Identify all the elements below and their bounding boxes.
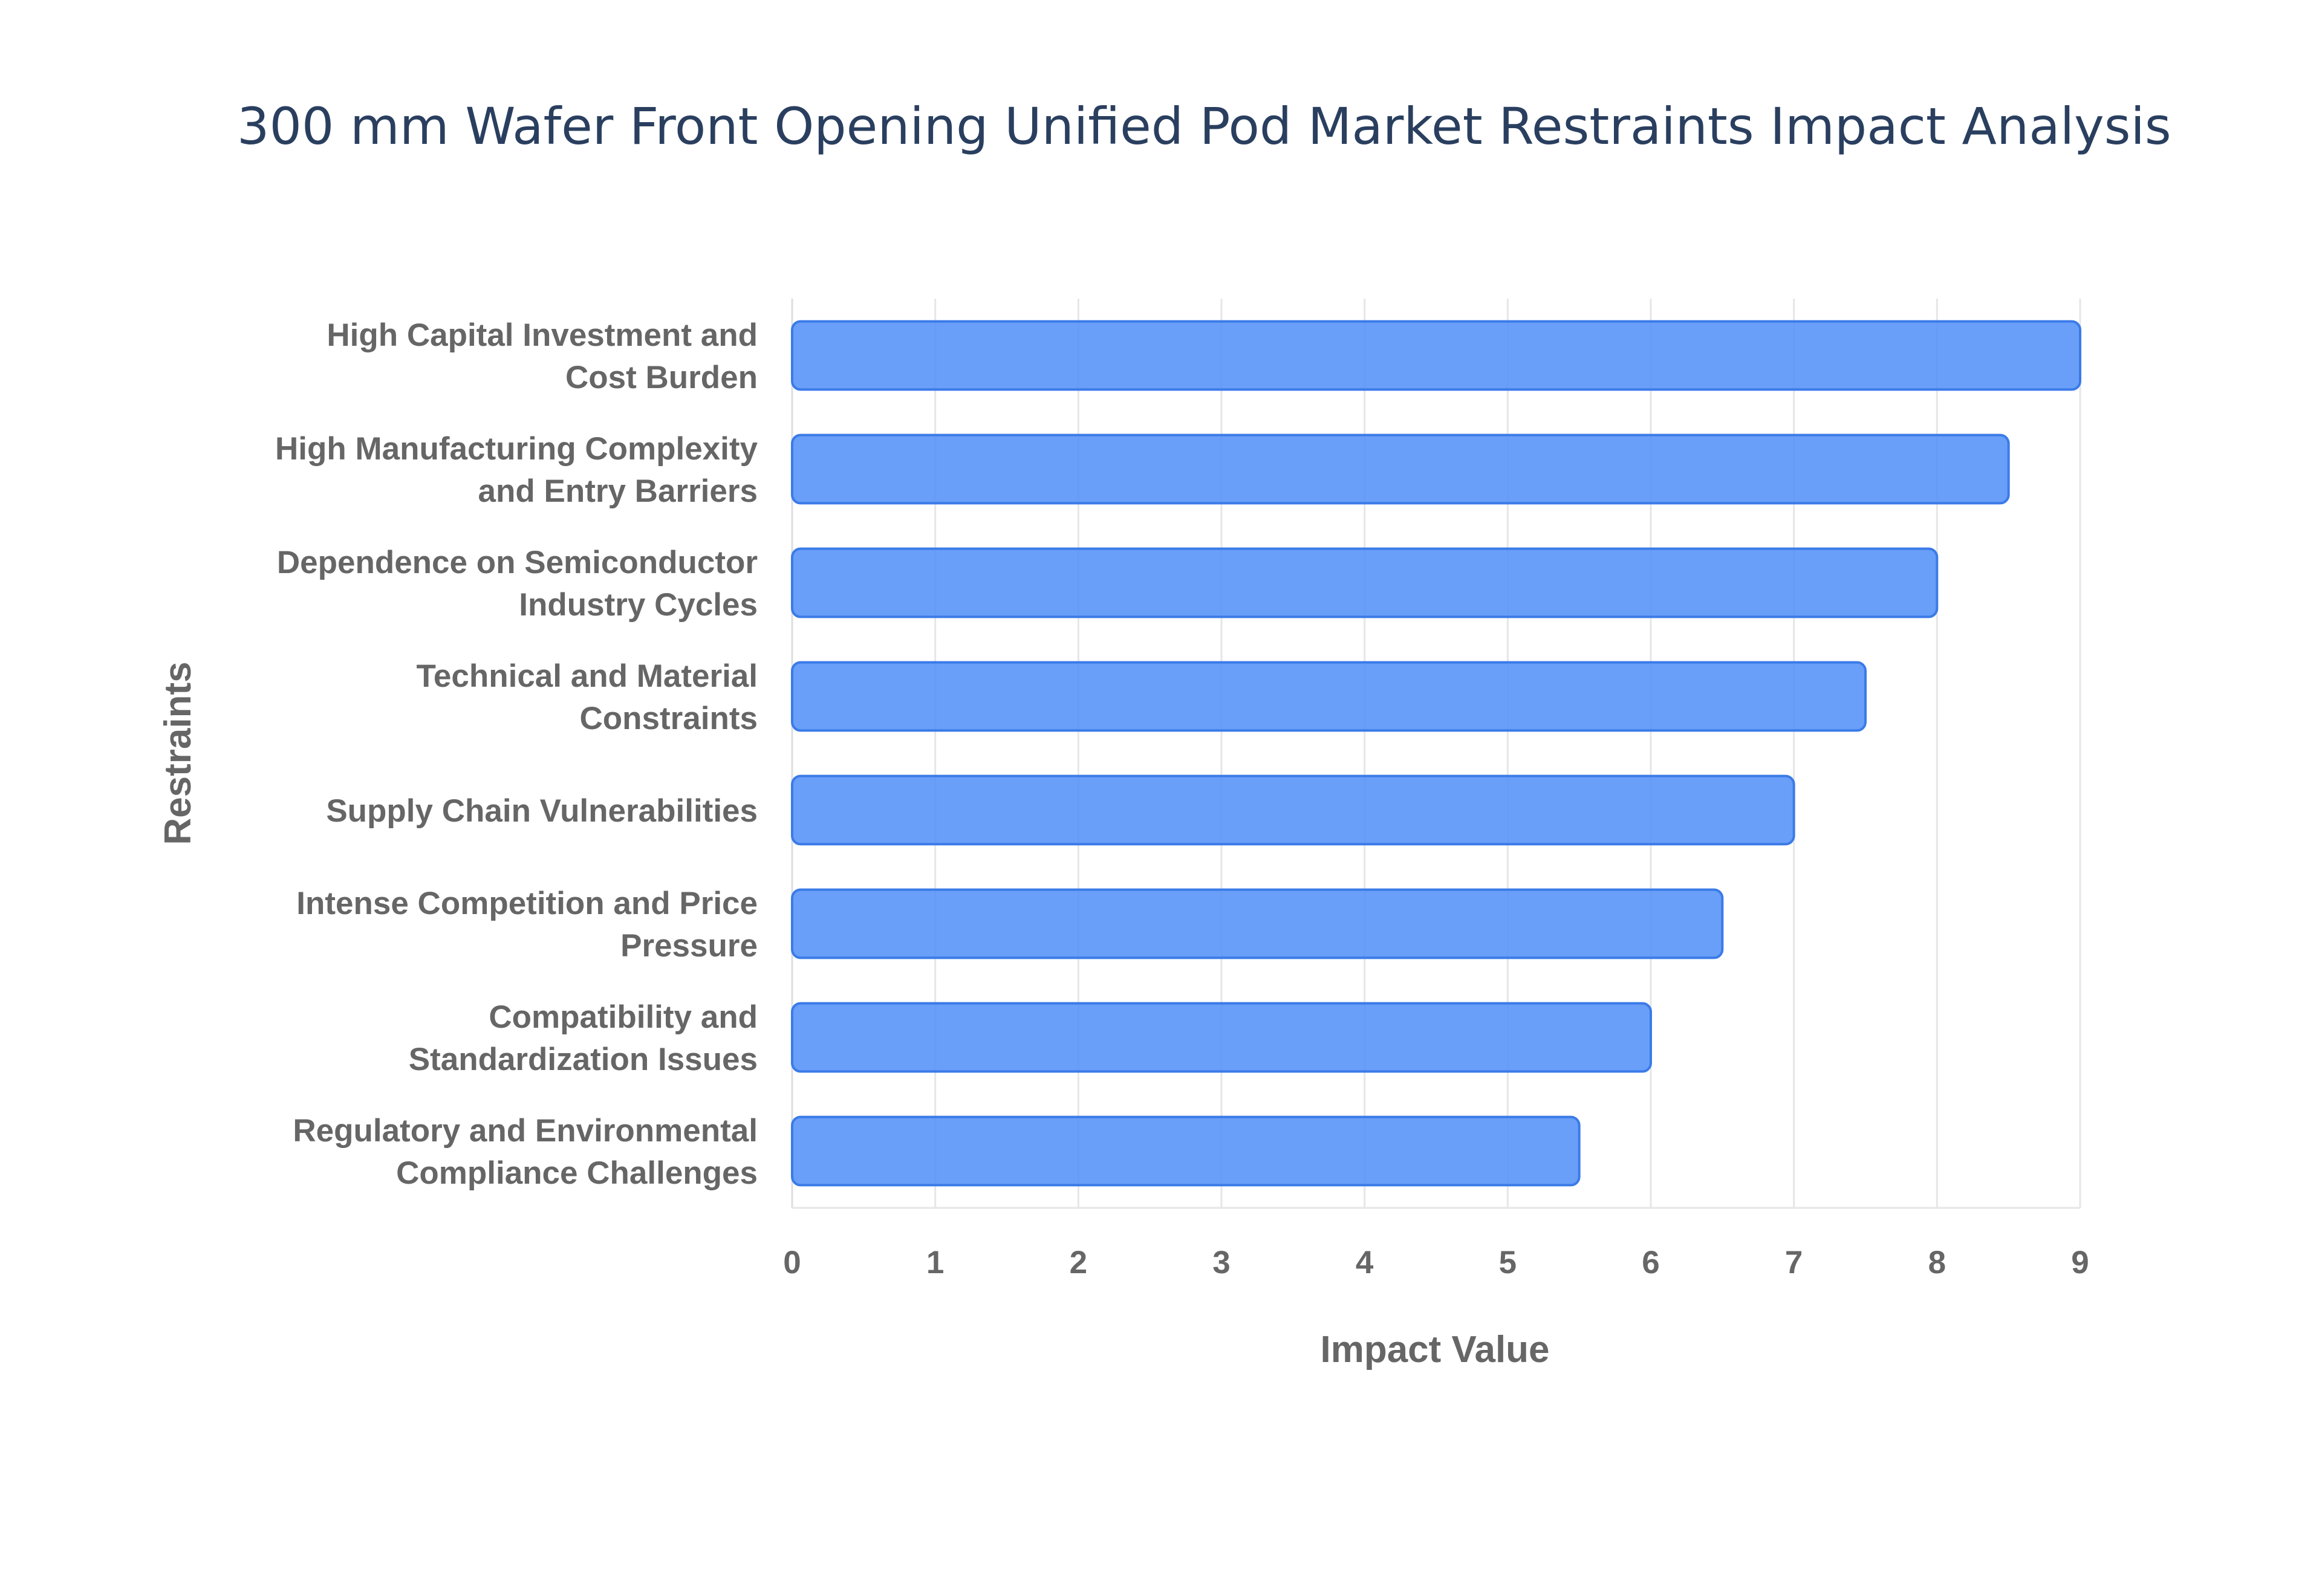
x-tick-label: 0 — [783, 1245, 801, 1280]
y-tick-label: Compatibility and Standardization Issues — [409, 999, 758, 1077]
x-axis-tick-labels: 0 1 2 3 4 5 6 7 8 9 — [783, 1245, 2089, 1280]
x-tick-label: 5 — [1499, 1245, 1517, 1280]
x-tick-label: 4 — [1356, 1245, 1374, 1280]
bars — [791, 320, 2081, 1187]
x-tick-label: 3 — [1212, 1245, 1230, 1280]
x-tick-label: 9 — [2071, 1245, 2089, 1280]
bar — [791, 433, 2010, 505]
y-tick-label: Technical and Material Constraints — [416, 658, 758, 736]
bar — [791, 888, 1724, 959]
y-tick-label: Regulatory and Environmental Compliance C… — [293, 1113, 758, 1191]
y-tick-label: Intense Competition and Price Pressure — [296, 886, 758, 964]
y-tick-label: Dependence on Semiconductor Industry Cycl… — [277, 545, 758, 623]
bar — [791, 547, 1939, 618]
y-tick-label: High Manufacturing Complexity and Entry B… — [275, 431, 758, 509]
bar — [791, 320, 2081, 391]
y-tick-label: High Capital Investment and Cost Burden — [327, 317, 758, 395]
x-tick-label: 2 — [1070, 1245, 1087, 1280]
x-tick-label: 7 — [1785, 1245, 1803, 1280]
bar — [791, 1115, 1581, 1187]
bar — [791, 774, 1795, 846]
chart-title: 300 mm Wafer Front Opening Unified Pod M… — [237, 97, 2171, 156]
bar — [791, 1002, 1652, 1073]
x-tick-label: 1 — [926, 1245, 944, 1280]
y-axis-title: Restraints — [157, 661, 199, 845]
bar — [791, 661, 1867, 732]
x-tick-label: 6 — [1642, 1245, 1659, 1280]
x-axis-title: Impact Value — [1320, 1329, 1549, 1371]
y-axis-tick-labels: High Capital Investment and Cost Burden Hi… — [275, 317, 758, 1191]
y-tick-label: Supply Chain Vulnerabilities — [326, 793, 758, 829]
x-tick-label: 8 — [1928, 1245, 1946, 1280]
